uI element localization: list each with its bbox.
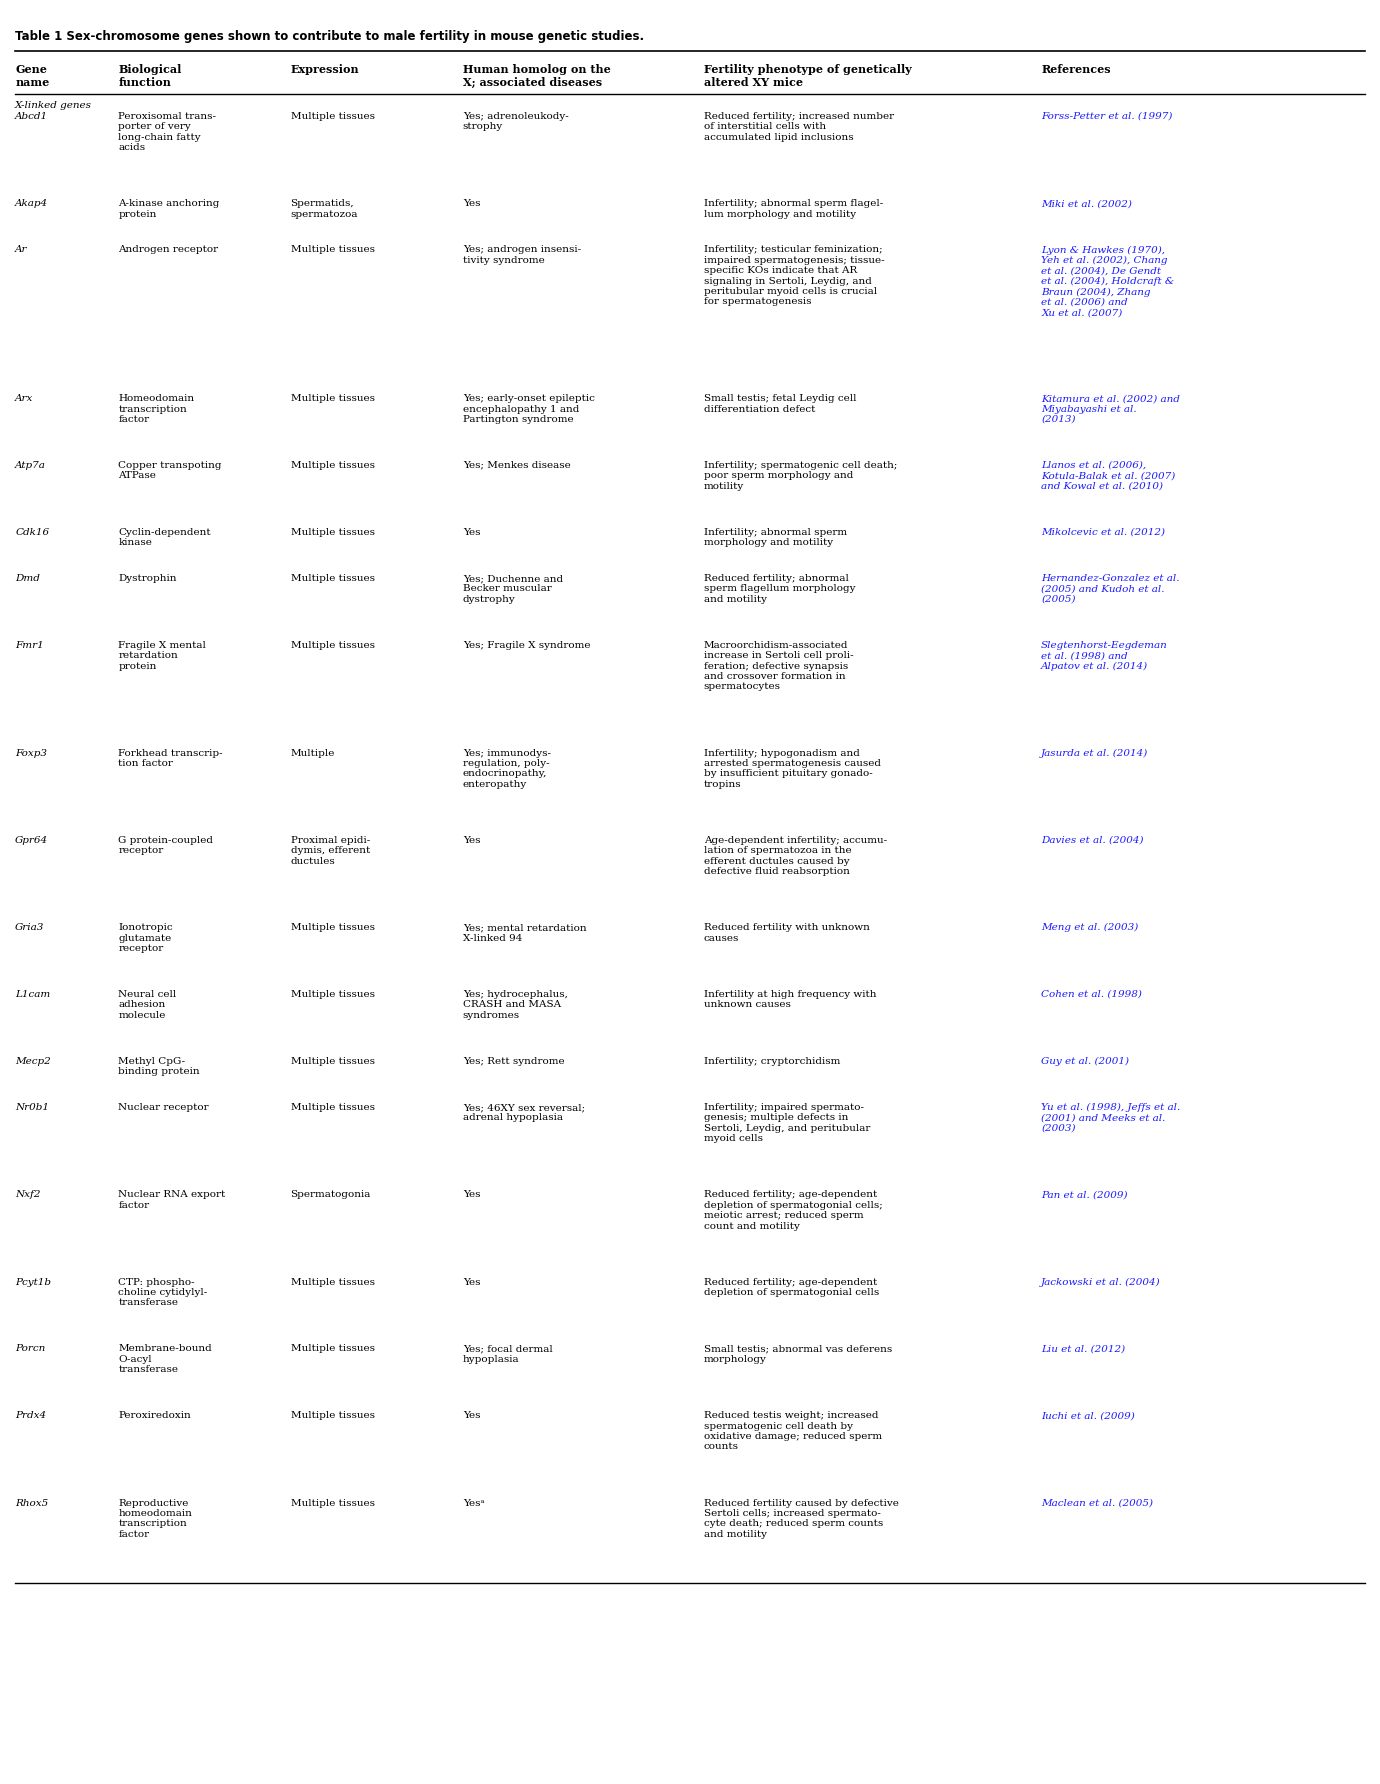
Text: Methyl CpG-
binding protein: Methyl CpG- binding protein [119, 1056, 200, 1076]
Text: Multiple tissues: Multiple tissues [291, 1499, 374, 1507]
Text: Yes; immunodys-
regulation, poly-
endocrinopathy,
enteropathy: Yes; immunodys- regulation, poly- endocr… [462, 749, 551, 789]
Text: Infertility; hypogonadism and
arrested spermatogenesis caused
by insufficient pi: Infertility; hypogonadism and arrested s… [704, 749, 880, 789]
Text: Membrane-bound
O-acyl
transferase: Membrane-bound O-acyl transferase [119, 1345, 213, 1374]
Text: Macroorchidism-associated
increase in Sertoli cell proli-
feration; defective sy: Macroorchidism-associated increase in Se… [704, 640, 853, 692]
Text: Nxf2: Nxf2 [15, 1190, 40, 1199]
Text: Jackowski et al. (2004): Jackowski et al. (2004) [1041, 1277, 1161, 1286]
Text: Ar: Ar [15, 246, 28, 255]
Text: Hernandez-Gonzalez et al.
(2005) and Kudoh et al.
(2005): Hernandez-Gonzalez et al. (2005) and Kud… [1041, 574, 1180, 603]
Text: Androgen receptor: Androgen receptor [119, 246, 218, 255]
Text: Fmr1: Fmr1 [15, 640, 44, 649]
Text: Human homolog on the
X; associated diseases: Human homolog on the X; associated disea… [462, 64, 610, 87]
Text: Dmd: Dmd [15, 574, 40, 583]
Text: Copper transpoting
ATPase: Copper transpoting ATPase [119, 460, 222, 480]
Text: Reduced testis weight; increased
spermatogenic cell death by
oxidative damage; r: Reduced testis weight; increased spermat… [704, 1411, 882, 1452]
Text: Atp7a: Atp7a [15, 460, 46, 469]
Text: Infertility; abnormal sperm flagel-
lum morphology and motility: Infertility; abnormal sperm flagel- lum … [704, 200, 883, 218]
Text: Yes: Yes [462, 200, 480, 209]
Text: Proximal epidi-
dymis, efferent
ductules: Proximal epidi- dymis, efferent ductules [291, 837, 370, 865]
Text: Infertility; impaired spermato-
genesis; multiple defects in
Sertoli, Leydig, an: Infertility; impaired spermato- genesis;… [704, 1103, 871, 1144]
Text: A-kinase anchoring
protein: A-kinase anchoring protein [119, 200, 219, 218]
Text: Forkhead transcrip-
tion factor: Forkhead transcrip- tion factor [119, 749, 224, 767]
Text: Yes; hydrocephalus,
CRASH and MASA
syndromes: Yes; hydrocephalus, CRASH and MASA syndr… [462, 990, 567, 1020]
Text: Yes; mental retardation
X-linked 94: Yes; mental retardation X-linked 94 [462, 922, 586, 942]
Text: Yesᵃ: Yesᵃ [462, 1499, 484, 1507]
Text: Maclean et al. (2005): Maclean et al. (2005) [1041, 1499, 1154, 1507]
Text: Lyon & Hawkes (1970),
Yeh et al. (2002), Chang
et al. (2004), De Gendt
et al. (2: Lyon & Hawkes (1970), Yeh et al. (2002),… [1041, 246, 1174, 318]
Text: Multiple tissues: Multiple tissues [291, 1345, 374, 1354]
Text: Yes; 46XY sex reversal;
adrenal hypoplasia: Yes; 46XY sex reversal; adrenal hypoplas… [462, 1103, 585, 1122]
Text: Small testis; abnormal vas deferens
morphology: Small testis; abnormal vas deferens morp… [704, 1345, 891, 1363]
Text: Pcyt1b: Pcyt1b [15, 1277, 51, 1286]
Text: Forss-Petter et al. (1997): Forss-Petter et al. (1997) [1041, 112, 1173, 121]
Text: Multiple tissues: Multiple tissues [291, 990, 374, 999]
Text: Multiple tissues: Multiple tissues [291, 528, 374, 537]
Text: References: References [1041, 64, 1111, 75]
Text: Reproductive
homeodomain
transcription
factor: Reproductive homeodomain transcription f… [119, 1499, 192, 1540]
Text: Yes; focal dermal
hypoplasia: Yes; focal dermal hypoplasia [462, 1345, 552, 1363]
Text: Abcd1: Abcd1 [15, 112, 48, 121]
Text: Yes; Menkes disease: Yes; Menkes disease [462, 460, 570, 469]
Text: Spermatids,
spermatozoa: Spermatids, spermatozoa [291, 200, 357, 218]
Text: Miki et al. (2002): Miki et al. (2002) [1041, 200, 1132, 209]
Text: Yes; early-onset epileptic
encephalopathy 1 and
Partington syndrome: Yes; early-onset epileptic encephalopath… [462, 394, 595, 425]
Text: Porcn: Porcn [15, 1345, 46, 1354]
Text: Expression: Expression [291, 64, 359, 75]
Text: Gene
name: Gene name [15, 64, 50, 87]
Text: Multiple tissues: Multiple tissues [291, 640, 374, 649]
Text: Yes; Rett syndrome: Yes; Rett syndrome [462, 1056, 564, 1065]
Text: Gria3: Gria3 [15, 922, 44, 933]
Text: Kitamura et al. (2002) and
Miyabayashi et al.
(2013): Kitamura et al. (2002) and Miyabayashi e… [1041, 394, 1180, 425]
Text: Yes: Yes [462, 837, 480, 846]
Text: Reduced fertility; age-dependent
depletion of spermatogonial cells: Reduced fertility; age-dependent depleti… [704, 1277, 879, 1297]
Text: Infertility at high frequency with
unknown causes: Infertility at high frequency with unkno… [704, 990, 876, 1010]
Text: Yes; Fragile X syndrome: Yes; Fragile X syndrome [462, 640, 591, 649]
Text: Multiple tissues: Multiple tissues [291, 1056, 374, 1065]
Text: Fragile X mental
retardation
protein: Fragile X mental retardation protein [119, 640, 207, 671]
Text: Yes; Duchenne and
Becker muscular
dystrophy: Yes; Duchenne and Becker muscular dystro… [462, 574, 563, 603]
Text: Foxp3: Foxp3 [15, 749, 47, 758]
Text: Nuclear receptor: Nuclear receptor [119, 1103, 210, 1111]
Text: Multiple tissues: Multiple tissues [291, 1411, 374, 1420]
Text: Homeodomain
transcription
factor: Homeodomain transcription factor [119, 394, 195, 425]
Text: Reduced fertility with unknown
causes: Reduced fertility with unknown causes [704, 922, 869, 942]
Text: L1cam: L1cam [15, 990, 51, 999]
Text: Infertility; spermatogenic cell death;
poor sperm morphology and
motility: Infertility; spermatogenic cell death; p… [704, 460, 897, 491]
Text: Multiple: Multiple [291, 749, 335, 758]
Text: Fertility phenotype of genetically
altered XY mice: Fertility phenotype of genetically alter… [704, 64, 912, 87]
Text: Reduced fertility; increased number
of interstitial cells with
accumulated lipid: Reduced fertility; increased number of i… [704, 112, 894, 141]
Text: Iuchi et al. (2009): Iuchi et al. (2009) [1041, 1411, 1134, 1420]
Text: Slegtenhorst-Eegdeman
et al. (1998) and
Alpatov et al. (2014): Slegtenhorst-Eegdeman et al. (1998) and … [1041, 640, 1167, 671]
Text: CTP: phospho-
choline cytidylyl-
transferase: CTP: phospho- choline cytidylyl- transfe… [119, 1277, 208, 1308]
Text: Spermatogonia: Spermatogonia [291, 1190, 371, 1199]
Text: G protein-coupled
receptor: G protein-coupled receptor [119, 837, 214, 855]
Text: Jasurda et al. (2014): Jasurda et al. (2014) [1041, 749, 1148, 758]
Text: Reduced fertility caused by defective
Sertoli cells; increased spermato-
cyte de: Reduced fertility caused by defective Se… [704, 1499, 898, 1540]
Text: Reduced fertility; abnormal
sperm flagellum morphology
and motility: Reduced fertility; abnormal sperm flagel… [704, 574, 856, 603]
Text: Gpr64: Gpr64 [15, 837, 48, 846]
Text: Cdk16: Cdk16 [15, 528, 50, 537]
Text: Nr0b1: Nr0b1 [15, 1103, 50, 1111]
Text: Multiple tissues: Multiple tissues [291, 1277, 374, 1286]
Text: Table 1 Sex-chromosome genes shown to contribute to male fertility in mouse gene: Table 1 Sex-chromosome genes shown to co… [15, 30, 644, 43]
Text: Nuclear RNA export
factor: Nuclear RNA export factor [119, 1190, 226, 1210]
Text: Arx: Arx [15, 394, 33, 403]
Text: Mikolcevic et al. (2012): Mikolcevic et al. (2012) [1041, 528, 1165, 537]
Text: Mecp2: Mecp2 [15, 1056, 51, 1065]
Text: Liu et al. (2012): Liu et al. (2012) [1041, 1345, 1125, 1354]
Text: Biological
function: Biological function [119, 64, 182, 87]
Text: Llanos et al. (2006),
Kotula-Balak et al. (2007)
and Kowal et al. (2010): Llanos et al. (2006), Kotula-Balak et al… [1041, 460, 1176, 491]
Text: Davies et al. (2004): Davies et al. (2004) [1041, 837, 1144, 846]
Text: Cyclin-dependent
kinase: Cyclin-dependent kinase [119, 528, 211, 548]
Text: Multiple tissues: Multiple tissues [291, 112, 374, 121]
Text: Age-dependent infertility; accumu-
lation of spermatozoa in the
efferent ductule: Age-dependent infertility; accumu- latio… [704, 837, 887, 876]
Text: Peroxisomal trans-
porter of very
long-chain fatty
acids: Peroxisomal trans- porter of very long-c… [119, 112, 217, 152]
Text: Infertility; abnormal sperm
morphology and motility: Infertility; abnormal sperm morphology a… [704, 528, 847, 548]
Text: Dystrophin: Dystrophin [119, 574, 177, 583]
Text: Ionotropic
glutamate
receptor: Ionotropic glutamate receptor [119, 922, 172, 953]
Text: Yu et al. (1998), Jeffs et al.
(2001) and Meeks et al.
(2003): Yu et al. (1998), Jeffs et al. (2001) an… [1041, 1103, 1180, 1133]
Text: Multiple tissues: Multiple tissues [291, 1103, 374, 1111]
Text: Multiple tissues: Multiple tissues [291, 574, 374, 583]
Text: Rhox5: Rhox5 [15, 1499, 48, 1507]
Text: Peroxiredoxin: Peroxiredoxin [119, 1411, 192, 1420]
